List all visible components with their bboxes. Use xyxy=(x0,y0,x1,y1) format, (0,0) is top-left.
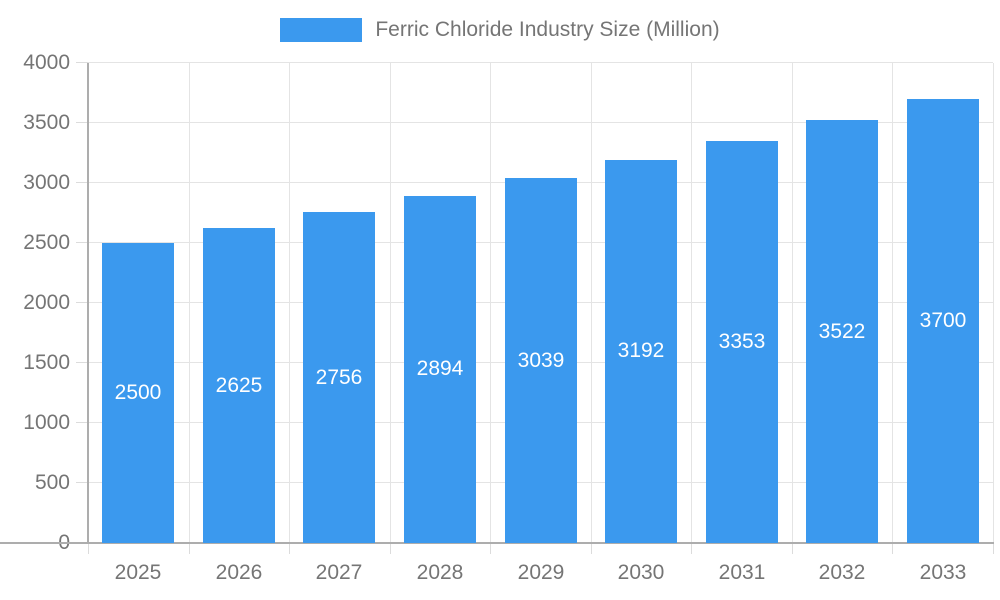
y-axis-tick xyxy=(76,62,88,63)
bar[interactable] xyxy=(303,212,375,543)
y-axis-tick xyxy=(76,482,88,483)
x-tick-label: 2025 xyxy=(114,561,162,584)
y-tick-label: 4000 xyxy=(23,51,70,74)
x-gridline xyxy=(189,63,190,543)
legend-item[interactable]: Ferric Chloride Industry Size (Million) xyxy=(280,18,720,42)
y-gridline xyxy=(88,62,993,63)
x-axis-tick xyxy=(892,543,893,554)
x-gridline xyxy=(591,63,592,543)
x-axis-tick xyxy=(88,543,89,554)
x-gridline xyxy=(892,63,893,543)
x-axis-tick xyxy=(691,543,692,554)
y-axis-tick xyxy=(76,422,88,423)
legend-label: Ferric Chloride Industry Size (Million) xyxy=(375,18,720,41)
bar[interactable] xyxy=(404,196,476,543)
x-gridline xyxy=(289,63,290,543)
x-gridline xyxy=(691,63,692,543)
y-axis-tick xyxy=(76,122,88,123)
x-tick-label: 2032 xyxy=(818,561,866,584)
x-axis-tick xyxy=(289,543,290,554)
x-tick-label: 2033 xyxy=(919,561,967,584)
y-tick-label: 3000 xyxy=(23,171,70,194)
x-axis-tick xyxy=(591,543,592,554)
legend-swatch xyxy=(280,18,363,42)
x-tick-label: 2029 xyxy=(517,561,565,584)
x-axis-line xyxy=(0,542,994,544)
legend: Ferric Chloride Industry Size (Million) xyxy=(0,18,1000,42)
x-tick-label: 2030 xyxy=(617,561,665,584)
x-tick-label: 2028 xyxy=(416,561,464,584)
x-tick-label: 2026 xyxy=(215,561,263,584)
y-axis-tick xyxy=(76,242,88,243)
x-gridline xyxy=(390,63,391,543)
x-axis-tick xyxy=(490,543,491,554)
x-axis-tick xyxy=(189,543,190,554)
x-gridline xyxy=(993,63,994,543)
y-tick-label: 1500 xyxy=(23,351,70,374)
x-tick-label: 2031 xyxy=(718,561,766,584)
bar[interactable] xyxy=(102,243,174,543)
y-axis-tick xyxy=(76,182,88,183)
x-tick-label: 2027 xyxy=(315,561,363,584)
bar[interactable] xyxy=(806,120,878,543)
bar[interactable] xyxy=(605,160,677,543)
bar[interactable] xyxy=(505,178,577,543)
x-axis-tick xyxy=(993,543,994,554)
y-tick-label: 2500 xyxy=(23,231,70,254)
x-gridline xyxy=(792,63,793,543)
y-axis-tick xyxy=(76,362,88,363)
bar[interactable] xyxy=(706,141,778,543)
y-axis-line xyxy=(87,63,89,543)
y-gridline xyxy=(88,122,993,123)
y-tick-label: 500 xyxy=(34,471,70,494)
bar[interactable] xyxy=(907,99,979,543)
y-tick-label: 2000 xyxy=(23,291,70,314)
y-axis-tick xyxy=(76,302,88,303)
x-gridline xyxy=(490,63,491,543)
bar[interactable] xyxy=(203,228,275,543)
y-tick-label: 1000 xyxy=(23,411,70,434)
x-axis-tick xyxy=(390,543,391,554)
x-axis-tick xyxy=(792,543,793,554)
y-tick-label: 3500 xyxy=(23,111,70,134)
